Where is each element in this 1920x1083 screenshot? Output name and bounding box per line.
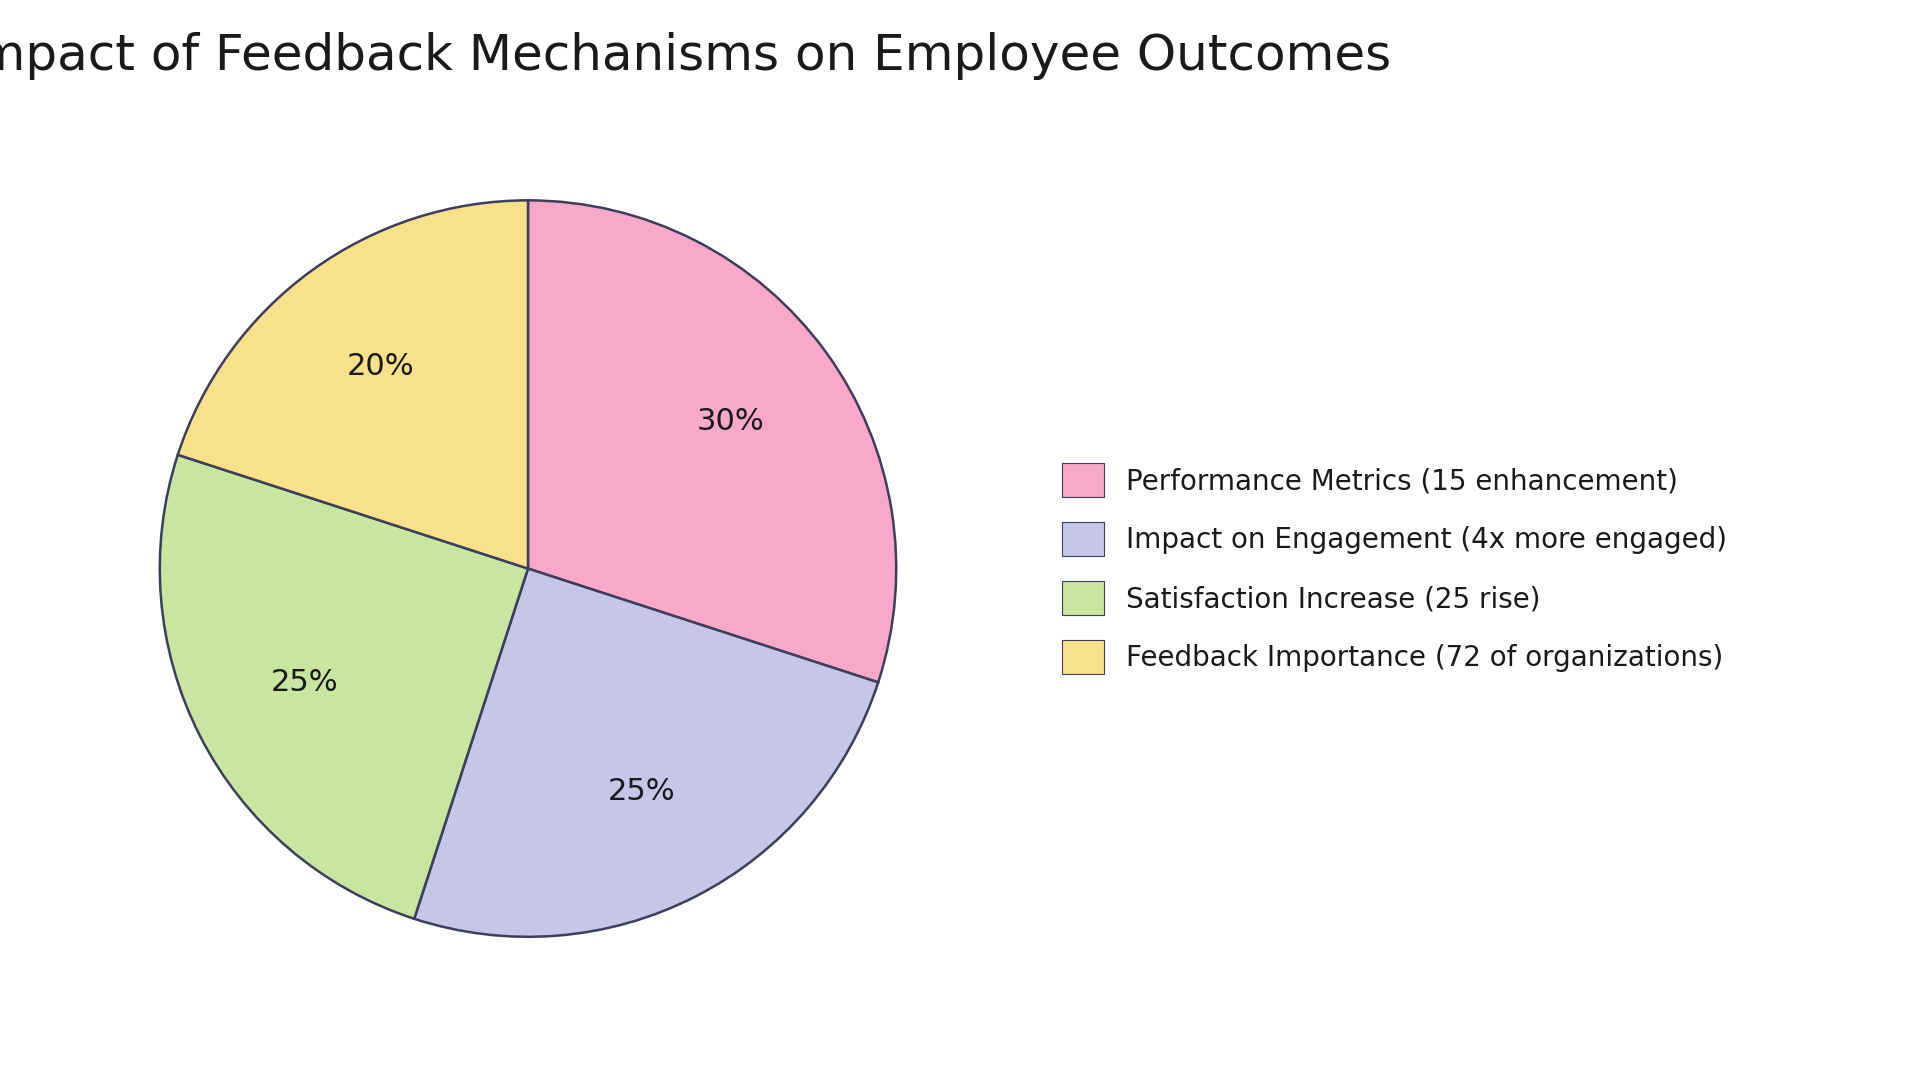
Text: 25%: 25% <box>609 778 676 806</box>
Wedge shape <box>415 569 877 937</box>
Wedge shape <box>159 455 528 918</box>
Text: 25%: 25% <box>271 668 338 696</box>
Text: 20%: 20% <box>348 352 415 380</box>
Legend: Performance Metrics (15 enhancement), Impact on Engagement (4x more engaged), Sa: Performance Metrics (15 enhancement), Im… <box>1048 449 1741 688</box>
Text: 30%: 30% <box>697 407 764 435</box>
Text: Impact of Feedback Mechanisms on Employee Outcomes: Impact of Feedback Mechanisms on Employe… <box>0 32 1390 80</box>
Wedge shape <box>179 200 528 569</box>
Wedge shape <box>528 200 897 682</box>
